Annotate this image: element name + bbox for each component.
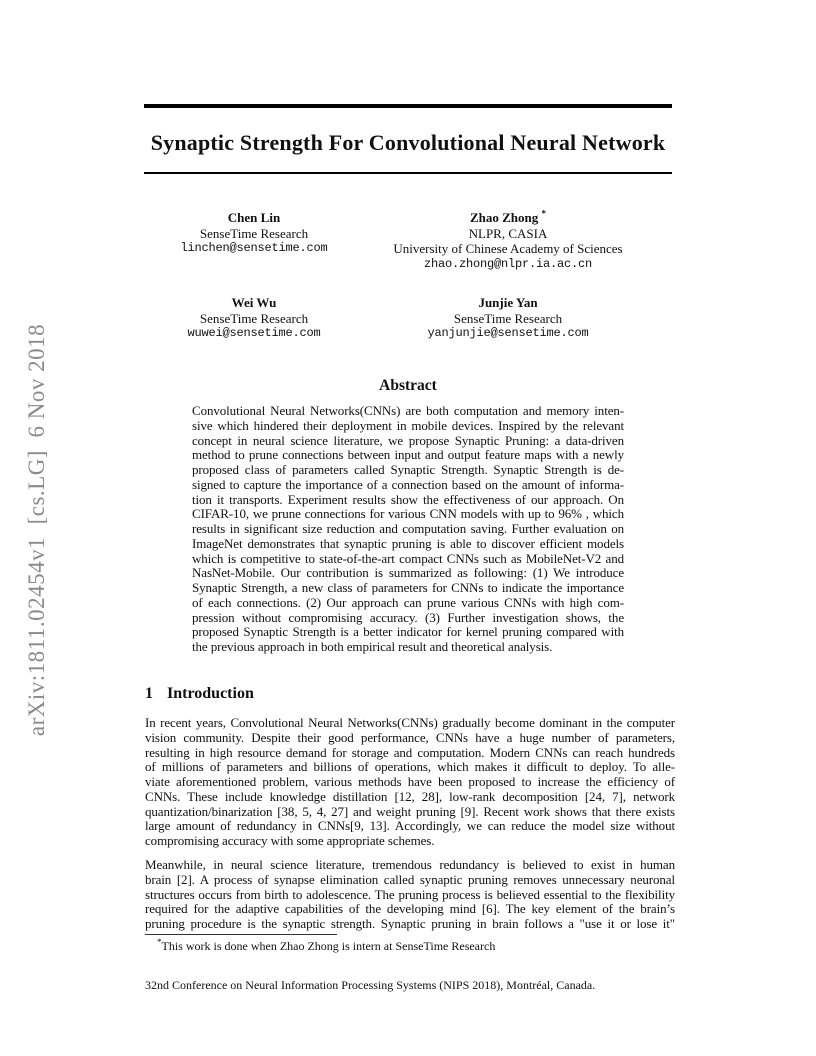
title-rule-top: [144, 104, 672, 108]
author-affiliation: NLPR, CASIA: [468, 225, 548, 241]
author-affiliation: University of Chinese Academy of Science…: [393, 241, 623, 256]
author-email: wuwei@sensetime.com: [187, 326, 321, 340]
author-affiliation: SenseTime Research: [453, 310, 563, 326]
intro-paragraph-1: In recent years, Convolutional Neural Ne…: [145, 715, 675, 848]
author-wei-wu: Wei Wu SenseTime Research wuwei@sensetim…: [144, 295, 364, 342]
arxiv-sidebar-label: arXiv:1811.02454v1 [cs.LG] 6 Nov 2018: [24, 323, 49, 737]
author-email: zhao.zhong@nlpr.ia.ac.cn: [423, 256, 593, 271]
abstract-body: Convolutional Neural Networks(CNNs) are …: [192, 403, 624, 654]
section-1-heading: 1 Introduction: [145, 685, 673, 703]
author-affiliation: SenseTime Research: [199, 225, 309, 241]
footnote-marker: *: [157, 937, 162, 947]
footnote-rule: [145, 934, 337, 935]
author-name: Wei Wu: [231, 295, 277, 310]
author-affiliation: SenseTime Research: [199, 310, 309, 326]
author-email: yanjunjie@sensetime.com: [427, 326, 589, 340]
author-email: linchen@sensetime.com: [180, 241, 328, 255]
title-rule-bottom: [144, 172, 672, 174]
paper-title: Synaptic Strength For Convolutional Neur…: [150, 130, 666, 155]
footnote-text: This work is done when Zhao Zhong is int…: [161, 939, 496, 953]
section-title: Introduction: [167, 685, 254, 702]
author-name: Chen Lin: [227, 210, 281, 225]
intro-paragraph-2: Meanwhile, in neural science literature,…: [145, 857, 675, 931]
author-zhao-zhong: Zhao Zhong * NLPR, CASIA University of C…: [340, 208, 676, 272]
author-chen-lin: Chen Lin SenseTime Research linchen@sens…: [144, 210, 364, 257]
conference-footer: 32nd Conference on Neural Information Pr…: [145, 978, 596, 992]
author-name: Junjie Yan: [478, 295, 538, 310]
footnote: *This work is done when Zhao Zhong is in…: [145, 937, 675, 954]
abstract-heading: Abstract: [379, 377, 437, 394]
author-junjie-yan: Junjie Yan SenseTime Research yanjunjie@…: [340, 295, 676, 342]
section-number: 1: [145, 685, 153, 702]
footnote-marker: *: [541, 208, 547, 219]
author-name: Zhao Zhong *: [469, 208, 547, 225]
